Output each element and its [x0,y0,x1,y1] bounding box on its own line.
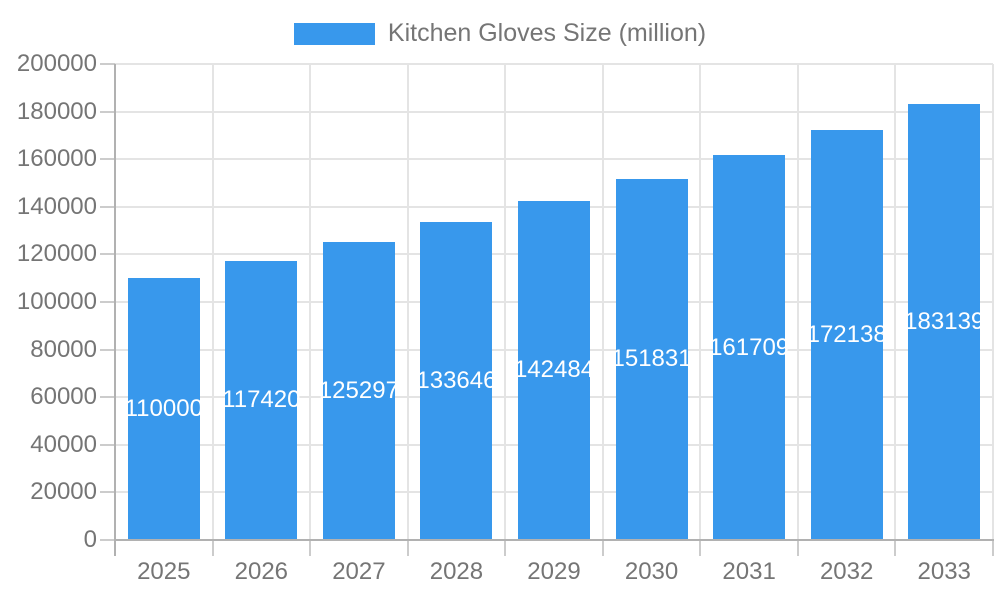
bar [908,104,981,540]
gridline-horizontal [115,110,993,113]
y-axis-tick [100,539,115,541]
bar-value-label: 125297 [318,376,399,404]
y-tick-label: 0 [83,526,97,553]
bar-value-label: 151831 [611,345,692,373]
bar [810,130,883,540]
y-axis-tick [100,443,115,446]
x-axis-tick [504,540,507,556]
y-tick-label: 60000 [30,383,97,411]
y-axis-tick [100,110,115,113]
x-axis-tick [309,540,312,556]
legend-series-label: Kitchen Gloves Size (million) [387,19,707,47]
bar [420,221,493,540]
bar-value-label: 172138 [806,321,887,349]
x-tick-label: 2028 [429,558,484,585]
y-tick-label: 20000 [30,478,97,506]
y-axis-tick [100,253,115,256]
gridline-vertical [601,64,604,540]
gridline-horizontal [115,63,993,65]
bar-value-label: 110000 [124,395,203,423]
bar [322,241,395,540]
y-axis-tick [100,205,115,208]
bar-value-label: 183139 [904,308,985,336]
x-axis-line [114,539,994,541]
gridline-vertical [406,64,409,540]
y-tick-label: 120000 [16,240,97,268]
bar-value-label: 142484 [513,356,595,384]
x-tick-label: 2029 [527,558,581,585]
y-tick-label: 140000 [16,192,97,220]
bar [127,278,200,540]
x-axis-tick [699,540,702,556]
gridline-vertical [309,64,312,540]
gridline-vertical [894,64,897,540]
x-tick-label: 2025 [137,558,191,585]
y-axis-tick [100,491,115,494]
x-tick-label: 2026 [234,558,289,585]
gridline-vertical [992,64,994,540]
y-axis-tick [100,396,115,399]
legend-item[interactable]: Kitchen Gloves Size (million) [293,19,707,48]
y-tick-label: 80000 [30,335,97,363]
x-axis-tick [601,540,604,556]
y-axis-tick [100,158,115,161]
bar [518,200,590,540]
x-axis-tick [211,540,214,556]
gridline-horizontal [115,158,993,161]
bar [225,260,298,540]
y-tick-label: 40000 [30,430,97,458]
legend-swatch-icon [293,22,375,45]
bar-value-label: 117420 [222,386,301,414]
y-axis-tick [100,63,115,65]
y-tick-label: 180000 [16,97,97,125]
bar-value-label: 161709 [709,333,790,361]
y-tick-label: 160000 [16,145,97,173]
x-axis-tick [114,540,116,556]
x-axis-tick [894,540,897,556]
y-tick-label: 100000 [16,288,97,315]
x-tick-label: 2033 [917,558,971,585]
x-tick-label: 2030 [624,558,679,585]
y-axis-tick [100,301,115,303]
bar-value-label: 133646 [416,366,497,394]
y-axis-tick [100,348,115,351]
x-tick-label: 2032 [819,558,874,585]
gridline-vertical [504,64,507,540]
x-tick-label: 2027 [332,558,386,585]
bar [713,155,786,540]
gridline-vertical [796,64,799,540]
x-tick-label: 2031 [722,558,776,585]
gridline-vertical [211,64,214,540]
gridline-vertical [699,64,702,540]
x-axis-tick [992,540,994,556]
legend: Kitchen Gloves Size (million) [0,19,1000,48]
x-axis-tick [406,540,409,556]
x-axis-tick [796,540,799,556]
y-axis-line [114,64,116,542]
bar [615,178,688,540]
y-tick-label: 200000 [16,50,97,77]
